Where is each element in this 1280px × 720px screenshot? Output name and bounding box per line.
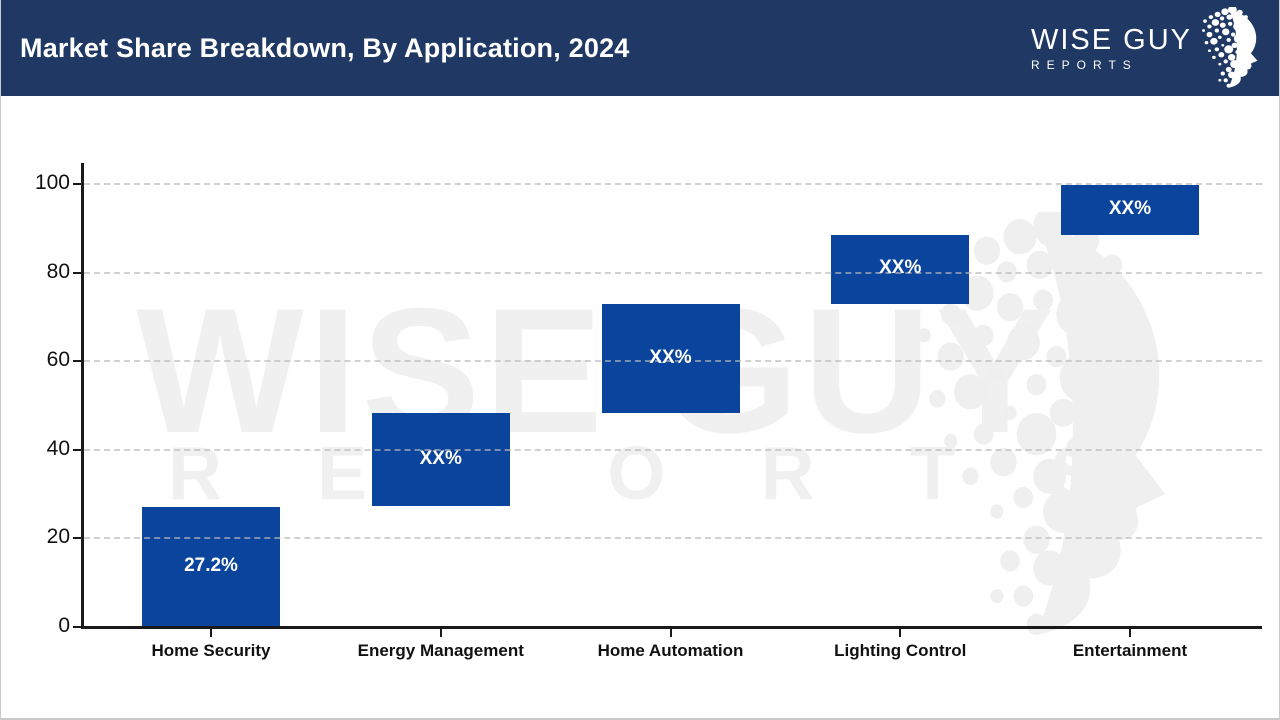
page-title: Market Share Breakdown, By Application, …: [20, 32, 630, 63]
y-tick-label-0: 0: [58, 614, 70, 637]
y-tickmark-100: [73, 183, 84, 185]
y-tick-label-100: 100: [34, 171, 70, 194]
x-tick-label-energy-management: Energy Management: [357, 641, 524, 660]
logo-wiseguy-label: WISE GUY: [1030, 23, 1192, 56]
y-tickmark-0: [73, 626, 84, 628]
bar-home-automation: [601, 303, 740, 414]
bar-entertainment: [1061, 184, 1199, 235]
y-tickmark-20: [73, 537, 84, 540]
bar-label-home-automation: XX%: [649, 346, 692, 368]
x-tickmark-home-security: [210, 629, 212, 637]
wiseguy-logo-face-icon: [1202, 7, 1258, 88]
x-tick-label-entertainment: Entertainment: [1072, 641, 1188, 660]
gridline-40: [84, 448, 1262, 451]
y-tickmark-60: [73, 360, 84, 363]
y-tick-label-40: 40: [46, 436, 70, 460]
gridline-60: [84, 360, 1262, 363]
x-tick-label-home-automation: Home Automation: [597, 641, 744, 660]
header-bar: Market Share Breakdown, By Application, …: [0, 0, 1280, 96]
bar-label-home-security: 27.2%: [184, 554, 238, 576]
gridline-20: [84, 537, 1262, 540]
y-tick-label-80: 80: [46, 259, 70, 283]
gridline-80: [84, 271, 1262, 274]
x-tickmark-energy-management: [439, 629, 442, 637]
bar-lighting-control: [831, 234, 970, 304]
bar-energy-management: [371, 413, 510, 507]
bar-label-energy-management: XX%: [419, 447, 462, 469]
y-tickmark-40: [73, 448, 84, 451]
y-axis-line: [81, 163, 84, 629]
x-tickmark-entertainment: [1129, 629, 1131, 637]
x-tickmark-lighting-control: [899, 629, 902, 637]
x-tickmark-home-automation: [669, 629, 672, 637]
y-tick-label-60: 60: [46, 348, 70, 372]
x-tick-label-home-security: Home Security: [151, 641, 271, 660]
bar-label-entertainment: XX%: [1108, 197, 1152, 219]
bar-home-security: [142, 506, 280, 627]
watermark-wiseguy-text: WISE GUY: [136, 271, 1059, 470]
bar-label-lighting-control: XX%: [879, 257, 922, 279]
y-tick-label-20: 20: [46, 525, 70, 549]
logo-reports-label: REPORTS: [1030, 57, 1138, 72]
x-axis-line: [84, 626, 1262, 629]
y-tickmark-80: [73, 271, 84, 274]
x-tick-label-lighting-control: Lighting Control: [834, 641, 967, 660]
watermark-reports-text: REPORTS: [168, 431, 1196, 515]
wiseguy-logo: WISE GUY REPORTS: [1031, 7, 1262, 89]
gridline-100: [84, 183, 1262, 185]
wiseguy-logo-text: WISE GUY REPORTS: [1030, 23, 1192, 72]
